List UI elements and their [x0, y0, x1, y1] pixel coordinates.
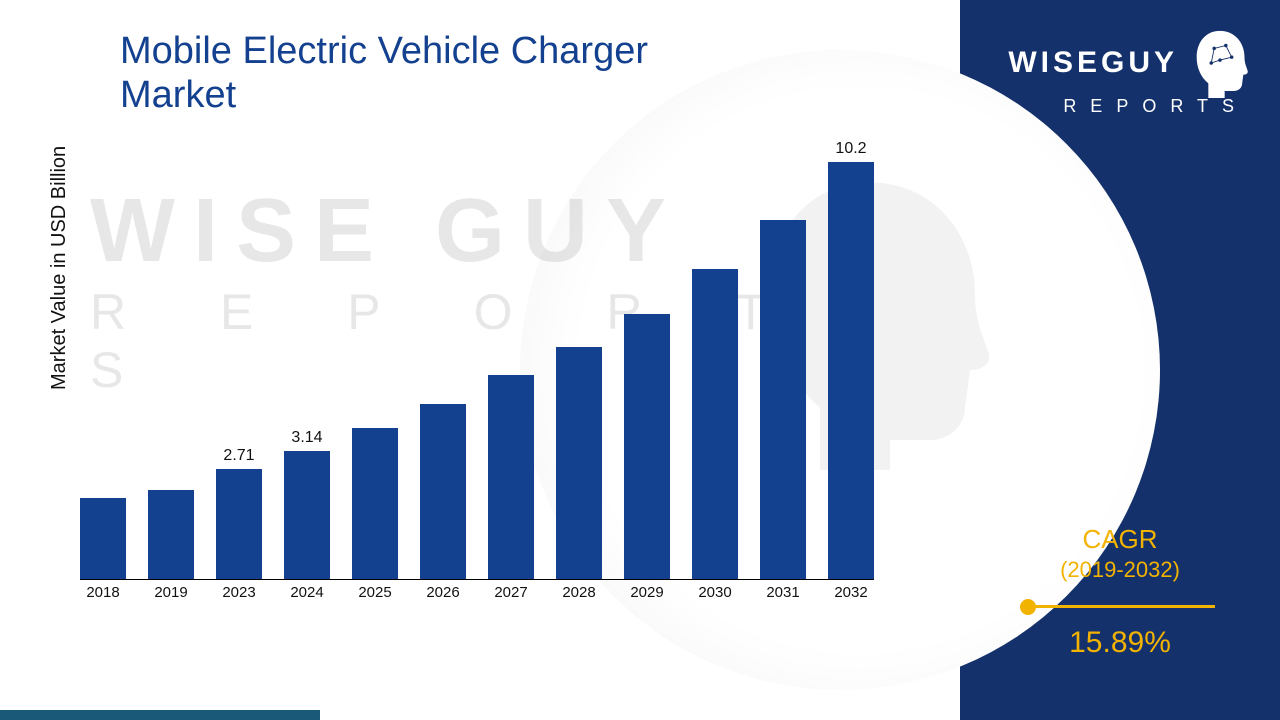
- x-axis-tick-label: 2032: [834, 584, 867, 601]
- bar: [488, 375, 534, 580]
- x-axis-tick-label: 2025: [358, 584, 391, 601]
- logo-head-icon: [1190, 28, 1250, 98]
- logo-text-1: WISEGUY: [1008, 46, 1178, 80]
- bar: [624, 314, 670, 580]
- brand-logo: WISEGUY REPORTS: [980, 28, 1250, 117]
- x-axis-tick-label: 2026: [426, 584, 459, 601]
- plot-area: 2.71 3.14 10.2: [80, 150, 874, 580]
- bar-value-label: 2.71: [223, 447, 254, 465]
- x-axis-tick-label: 2019: [154, 584, 187, 601]
- x-axis-line: [80, 579, 874, 580]
- x-axis-tick-label: 2028: [562, 584, 595, 601]
- bar: 2.71: [216, 469, 262, 580]
- bar: [760, 220, 806, 580]
- bottom-accent-strip: [0, 710, 320, 720]
- x-axis-tick-label: 2018: [86, 584, 119, 601]
- bar-value-label: 10.2: [835, 140, 866, 158]
- bar: [556, 347, 602, 580]
- bar: [352, 428, 398, 580]
- x-axis-tick-label: 2027: [494, 584, 527, 601]
- bar-value-label: 3.14: [291, 429, 322, 447]
- infographic-canvas: WISE GUY R E P O R T S Mobile Electric V…: [0, 0, 1280, 720]
- bar: [420, 404, 466, 580]
- x-axis-tick-label: 2031: [766, 584, 799, 601]
- cagr-block: CAGR (2019-2032) 15.89%: [1000, 524, 1240, 660]
- x-axis-tick-label: 2023: [222, 584, 255, 601]
- y-axis-label: Market Value in USD Billion: [48, 146, 71, 390]
- x-axis-tick-label: 2024: [290, 584, 323, 601]
- chart-title: Mobile Electric Vehicle Charger Market: [120, 30, 760, 117]
- logo-line1: WISEGUY: [980, 28, 1250, 98]
- bar: [692, 269, 738, 580]
- bar-chart: 2.71 3.14 10.2 2018 2019 2023 2024 2025 2026 202…: [80, 150, 874, 620]
- cagr-title: CAGR: [1000, 524, 1240, 555]
- bar: [80, 498, 126, 580]
- cagr-period: (2019-2032): [1000, 557, 1240, 583]
- x-axis-tick-label: 2029: [630, 584, 663, 601]
- bar: 10.2: [828, 162, 874, 580]
- x-axis-tick-label: 2030: [698, 584, 731, 601]
- cagr-divider: [1025, 605, 1215, 608]
- cagr-value: 15.89%: [1000, 626, 1240, 660]
- bar: 3.14: [284, 451, 330, 580]
- bar: [148, 490, 194, 580]
- logo-text-2: REPORTS: [980, 96, 1250, 117]
